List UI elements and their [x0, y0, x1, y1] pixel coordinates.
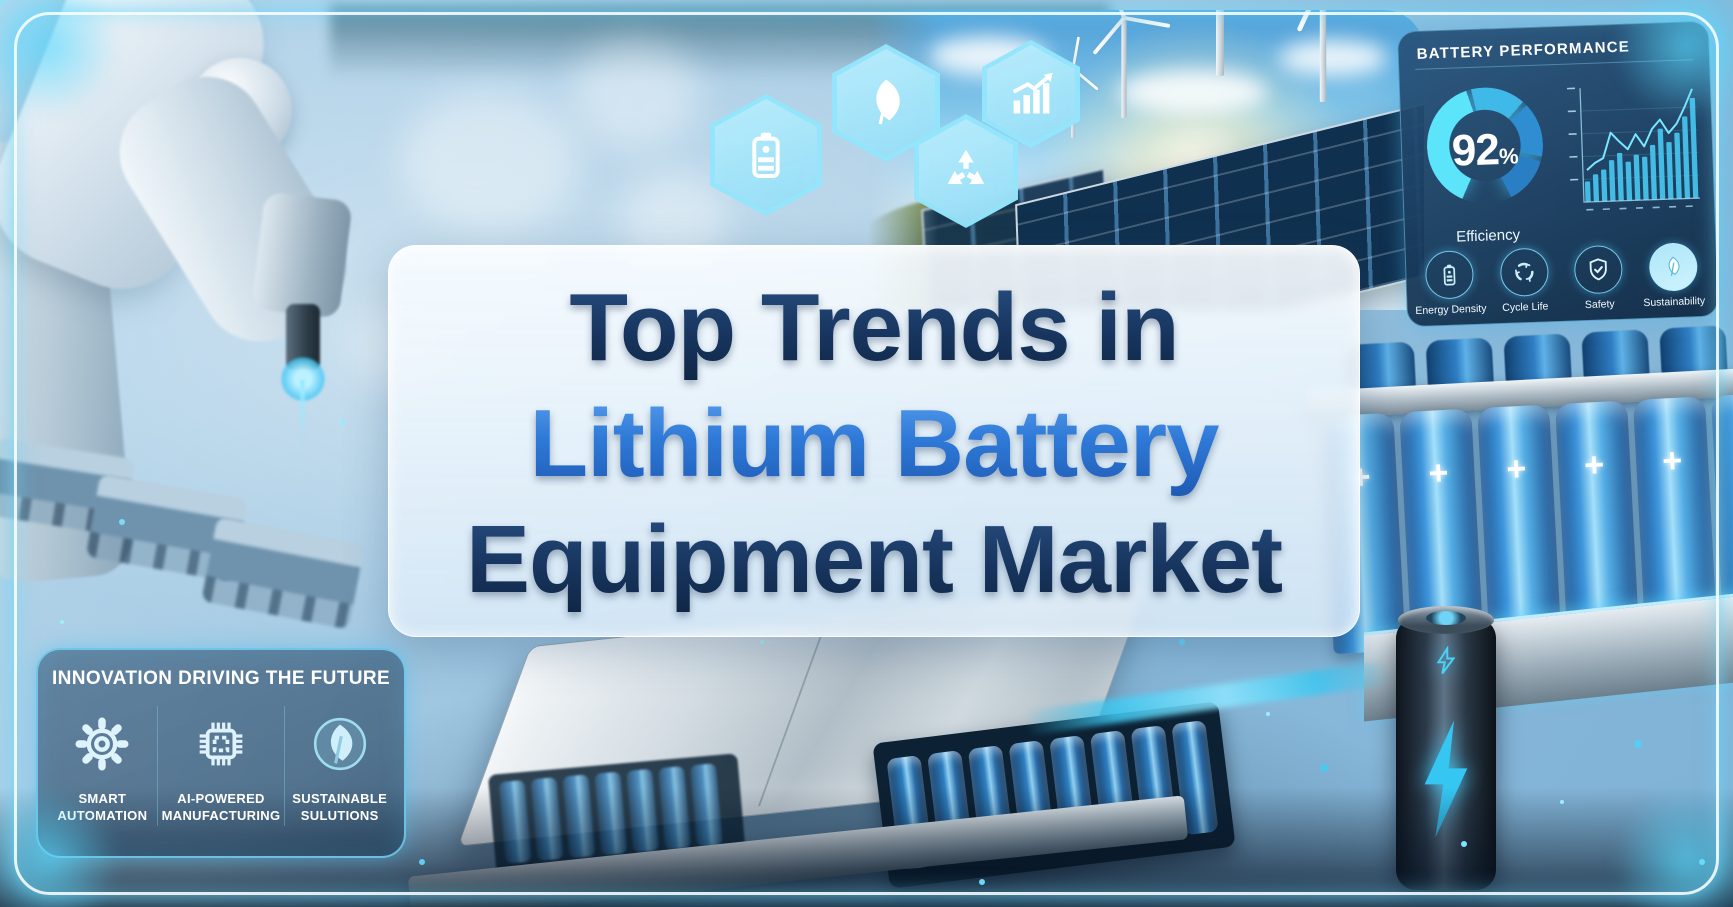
title-line-3: Equipment Market: [389, 502, 1359, 618]
gauge-number: 92: [1451, 125, 1500, 176]
battery-plus-terminal: +: [1427, 453, 1450, 493]
gauge-value: 92%: [1415, 123, 1555, 178]
gauge-label: Efficiency: [1455, 226, 1521, 246]
innovation-item-sustainable: SUSTAINABLE SULUTIONS: [284, 706, 394, 826]
innovation-label: SUSTAINABLE SULUTIONS: [292, 791, 388, 823]
innovation-item-smart-automation: SMART AUTOMATION: [48, 706, 157, 826]
small-bolt-icon: [1436, 646, 1456, 675]
metric-energy-density: Energy Density: [1412, 250, 1489, 318]
recycle-icon: [919, 119, 1013, 223]
growth-chart-icon: [987, 45, 1075, 143]
metrics-row: Energy Density Cycle Life: [1412, 242, 1712, 317]
cloud: [1278, 40, 1388, 76]
battery-plus-terminal: +: [1713, 436, 1733, 479]
innovation-label: SMART AUTOMATION: [57, 791, 148, 823]
metric-label: Sustainability: [1643, 294, 1706, 310]
metric-label: Safety: [1584, 298, 1615, 312]
battery-icon: [1424, 250, 1475, 300]
robot-arm-wrist: [251, 191, 353, 319]
hex-badge-growth: [982, 40, 1080, 148]
performance-panel-title: BATTERY PERFORMANCE: [1416, 38, 1631, 63]
leaf-icon: [289, 708, 390, 780]
title-panel: Top Trends in Lithium Battery Equipment …: [388, 245, 1360, 637]
bokeh-blob: [400, 90, 580, 230]
battery-cell: +: [1477, 404, 1562, 646]
title-line-2: Lithium Battery: [389, 386, 1359, 502]
innovation-label: AI-POWERED MANUFACTURING: [161, 791, 281, 823]
battery-plus-terminal: +: [1583, 445, 1606, 485]
battery-icon: [715, 99, 817, 211]
battery-pack-seam: [757, 623, 826, 807]
performance-chart: [1566, 87, 1700, 211]
metric-sustainability: Sustainability: [1635, 242, 1712, 310]
battery-performance-panel: BATTERY PERFORMANCE 92% Efficiency: [1396, 20, 1720, 328]
metric-cycle-life: Cycle Life: [1486, 247, 1563, 315]
innovation-items: SMART AUTOMATION AI-POWERED MANUFACTURIN…: [48, 706, 394, 826]
battery-plus-terminal: +: [1505, 449, 1528, 489]
gear-icon: [52, 708, 153, 780]
metric-safety: Safety: [1561, 244, 1638, 312]
lightning-battery-terminal: [1426, 611, 1466, 625]
gauge-unit: %: [1498, 143, 1520, 170]
shield-icon: [1573, 244, 1624, 295]
innovation-item-ai-manufacturing: AI-POWERED MANUFACTURING: [156, 706, 285, 826]
leaf-icon: [1648, 242, 1698, 292]
hex-badge-battery: [710, 94, 822, 216]
innovation-panel: INNOVATION DRIVING THE FUTURE SMART AUTO…: [36, 648, 406, 858]
title-line-1: Top Trends in: [389, 270, 1359, 386]
cloud: [1118, 70, 1268, 114]
cycle-icon: [1499, 247, 1549, 298]
chip-icon: [162, 708, 281, 780]
bokeh-blob: [570, 40, 700, 150]
sparkle-dots: [0, 0, 4, 4]
lightning-bolt-icon: [1424, 720, 1468, 838]
metric-label: Energy Density: [1415, 302, 1487, 318]
battery-plus-terminal: +: [1661, 441, 1684, 481]
metric-label: Cycle Life: [1502, 300, 1549, 315]
innovation-panel-title: INNOVATION DRIVING THE FUTURE: [51, 668, 391, 689]
robot-arm-laser-beam: [300, 380, 305, 446]
